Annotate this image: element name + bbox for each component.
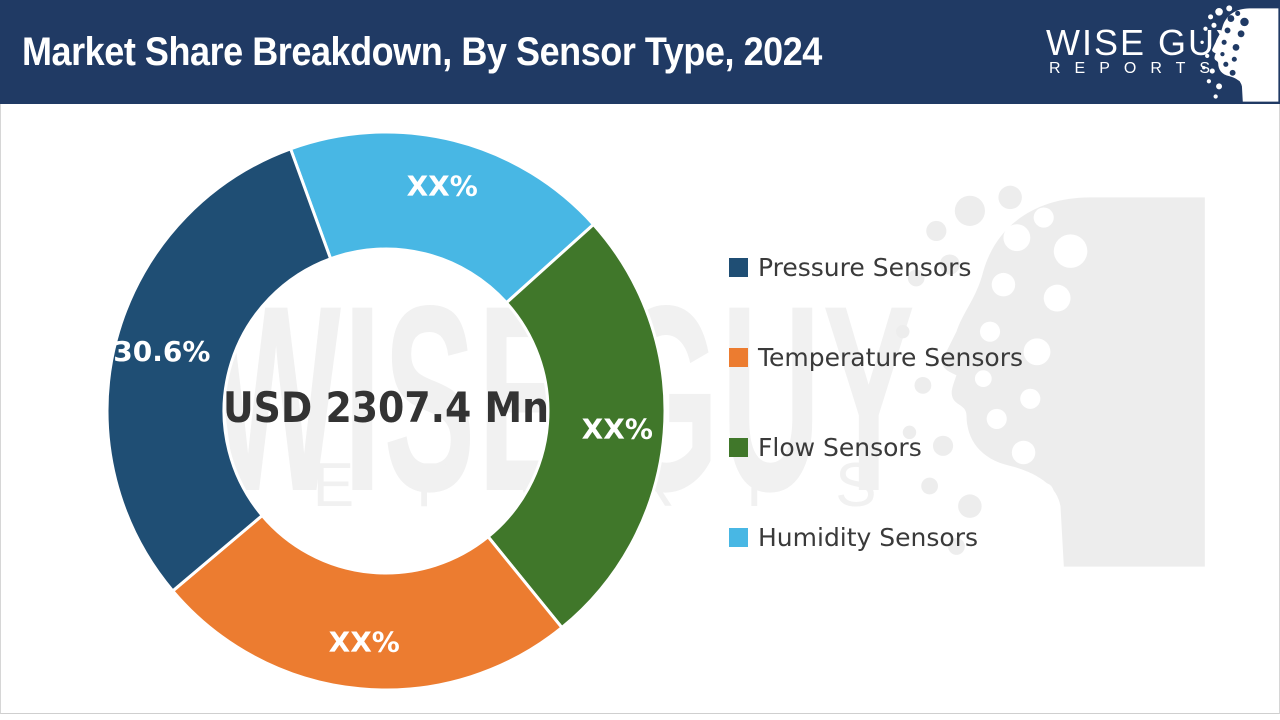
slice-percentage-label: XX% <box>329 625 400 658</box>
legend-swatch <box>729 527 748 547</box>
legend-swatch <box>729 437 748 457</box>
logo-face-icon <box>1200 5 1279 102</box>
donut-slice-pressure-sensors <box>105 147 333 593</box>
legend-label: Temperature Sensors <box>758 342 1024 372</box>
legend-item-flow-sensors: Flow Sensors <box>729 432 1023 462</box>
legend-label: Humidity Sensors <box>758 522 979 552</box>
page-title: Market Share Breakdown, By Sensor Type, … <box>22 29 822 74</box>
header-bar: Market Share Breakdown, By Sensor Type, … <box>0 0 1280 104</box>
legend-swatch <box>729 347 748 367</box>
donut-slice-humidity-sensors <box>289 130 595 305</box>
legend-item-pressure-sensors: Pressure Sensors <box>729 252 1023 282</box>
watermark-face-icon <box>896 185 1205 567</box>
slice-percentage-label: XX% <box>407 169 478 202</box>
legend-item-humidity-sensors: Humidity Sensors <box>729 522 1023 552</box>
donut-slice-flow-sensors <box>486 222 667 630</box>
chart-area: WISE GUY REPORTS XX%XX%XX%30.6% USD 2307… <box>0 104 1280 714</box>
donut-slice-temperature-sensors <box>171 513 564 692</box>
legend-item-temperature-sensors: Temperature Sensors <box>729 342 1024 372</box>
legend-label: Pressure Sensors <box>758 252 972 282</box>
donut-center-value: USD 2307.4 Mn <box>222 382 549 432</box>
logo-subtext: REPORTS <box>1049 60 1225 77</box>
legend-label: Flow Sensors <box>758 432 922 462</box>
legend-swatch <box>729 257 748 277</box>
chart-legend: Pressure Sensors Temperature Sensors Flow … <box>729 252 1024 614</box>
donut-chart: XX% XX% XX% 30.6% <box>105 130 667 692</box>
slice-percentage-label: XX% <box>582 413 653 446</box>
slice-percentage-label: 30.6% <box>113 335 210 368</box>
